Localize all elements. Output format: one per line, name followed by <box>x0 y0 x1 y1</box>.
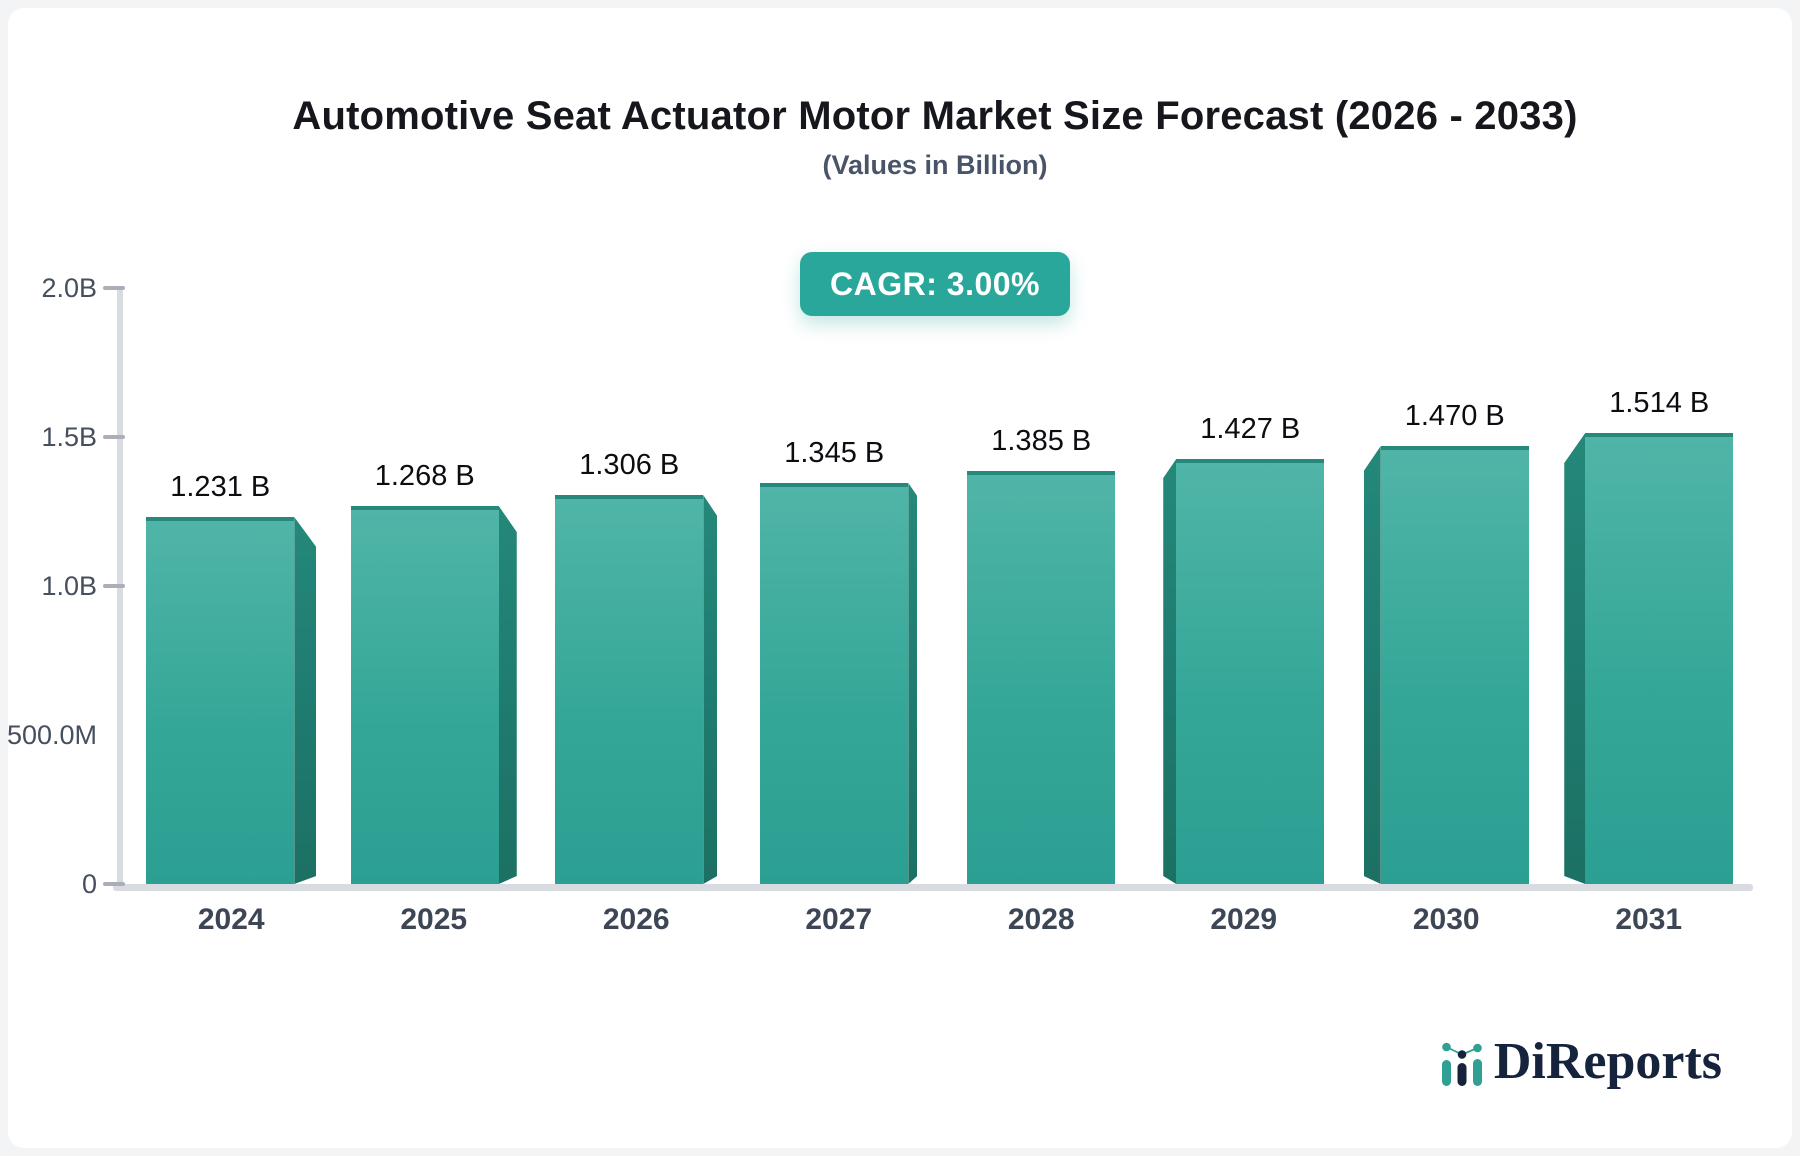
bar-value-label-2028: 1.385 B <box>991 425 1092 457</box>
bar-2026 <box>555 495 704 884</box>
x-axis-label-2028: 2028 <box>1007 903 1075 936</box>
y-axis-line <box>117 286 123 891</box>
bar-value-label-2027: 1.345 B <box>784 437 885 469</box>
bar-side-face-2031 <box>1564 433 1585 884</box>
bar-side-face-2027 <box>908 483 917 884</box>
bar-2029 <box>1176 459 1325 884</box>
bar-2024 <box>146 517 295 884</box>
x-axis-label-2030: 2030 <box>1412 903 1480 936</box>
bar-2031 <box>1585 433 1734 884</box>
cagr-badge-container: CAGR: 3.00% <box>70 252 1800 316</box>
bar-side-face-2025 <box>499 506 517 884</box>
bar-value-label-2030: 1.470 B <box>1404 400 1505 432</box>
bar-side-face-2026 <box>703 495 717 884</box>
y-axis-tick-dash <box>103 286 125 290</box>
x-axis-label-2027: 2027 <box>805 903 873 936</box>
direports-logo-text: DiReports <box>1493 1033 1722 1090</box>
bar-value-label-2029: 1.427 B <box>1200 413 1301 445</box>
y-axis-label-2.0B: 2.0B <box>41 273 97 303</box>
bar-2030 <box>1380 446 1529 884</box>
y-axis-tick-dash <box>103 584 125 588</box>
bar-2027 <box>760 483 909 884</box>
x-axis-label-2024: 2024 <box>197 903 265 936</box>
bar-2025 <box>350 506 499 884</box>
x-axis-label-2029: 2029 <box>1210 903 1278 936</box>
bar-side-face-2029 <box>1163 459 1176 884</box>
chart-title: Automotive Seat Actuator Motor Market Si… <box>292 94 1578 138</box>
bar-value-label-2025: 1.268 B <box>374 460 475 492</box>
x-axis-label-2031: 2031 <box>1615 903 1683 936</box>
y-axis-label-1.0B: 1.0B <box>41 571 97 601</box>
bar-side-face-2024 <box>294 517 316 884</box>
y-axis-label-1.5B: 1.5B <box>41 422 97 452</box>
x-axis-label-2026: 2026 <box>602 903 670 936</box>
bar-value-label-2026: 1.306 B <box>579 449 680 481</box>
y-axis-label-0: 0 <box>81 869 97 899</box>
bar-2028 <box>967 471 1116 884</box>
y-axis-tick-dash <box>103 435 125 439</box>
x-axis-label-2025: 2025 <box>400 903 468 936</box>
y-axis-tick-dash <box>103 882 125 886</box>
direports-logo: DiReports <box>1440 1036 1722 1088</box>
cagr-badge: CAGR: 3.00% <box>800 252 1070 316</box>
bar-side-face-2030 <box>1364 446 1381 884</box>
bar-value-label-2024: 1.231 B <box>170 471 271 503</box>
chart-subtitle: (Values in Billion) <box>822 150 1048 180</box>
bar-value-label-2031: 1.514 B <box>1609 387 1710 419</box>
direports-logo-icon <box>1441 1042 1482 1086</box>
y-axis-label-500.0M: 500.0M <box>6 720 97 750</box>
x-axis-baseline <box>113 884 1753 891</box>
